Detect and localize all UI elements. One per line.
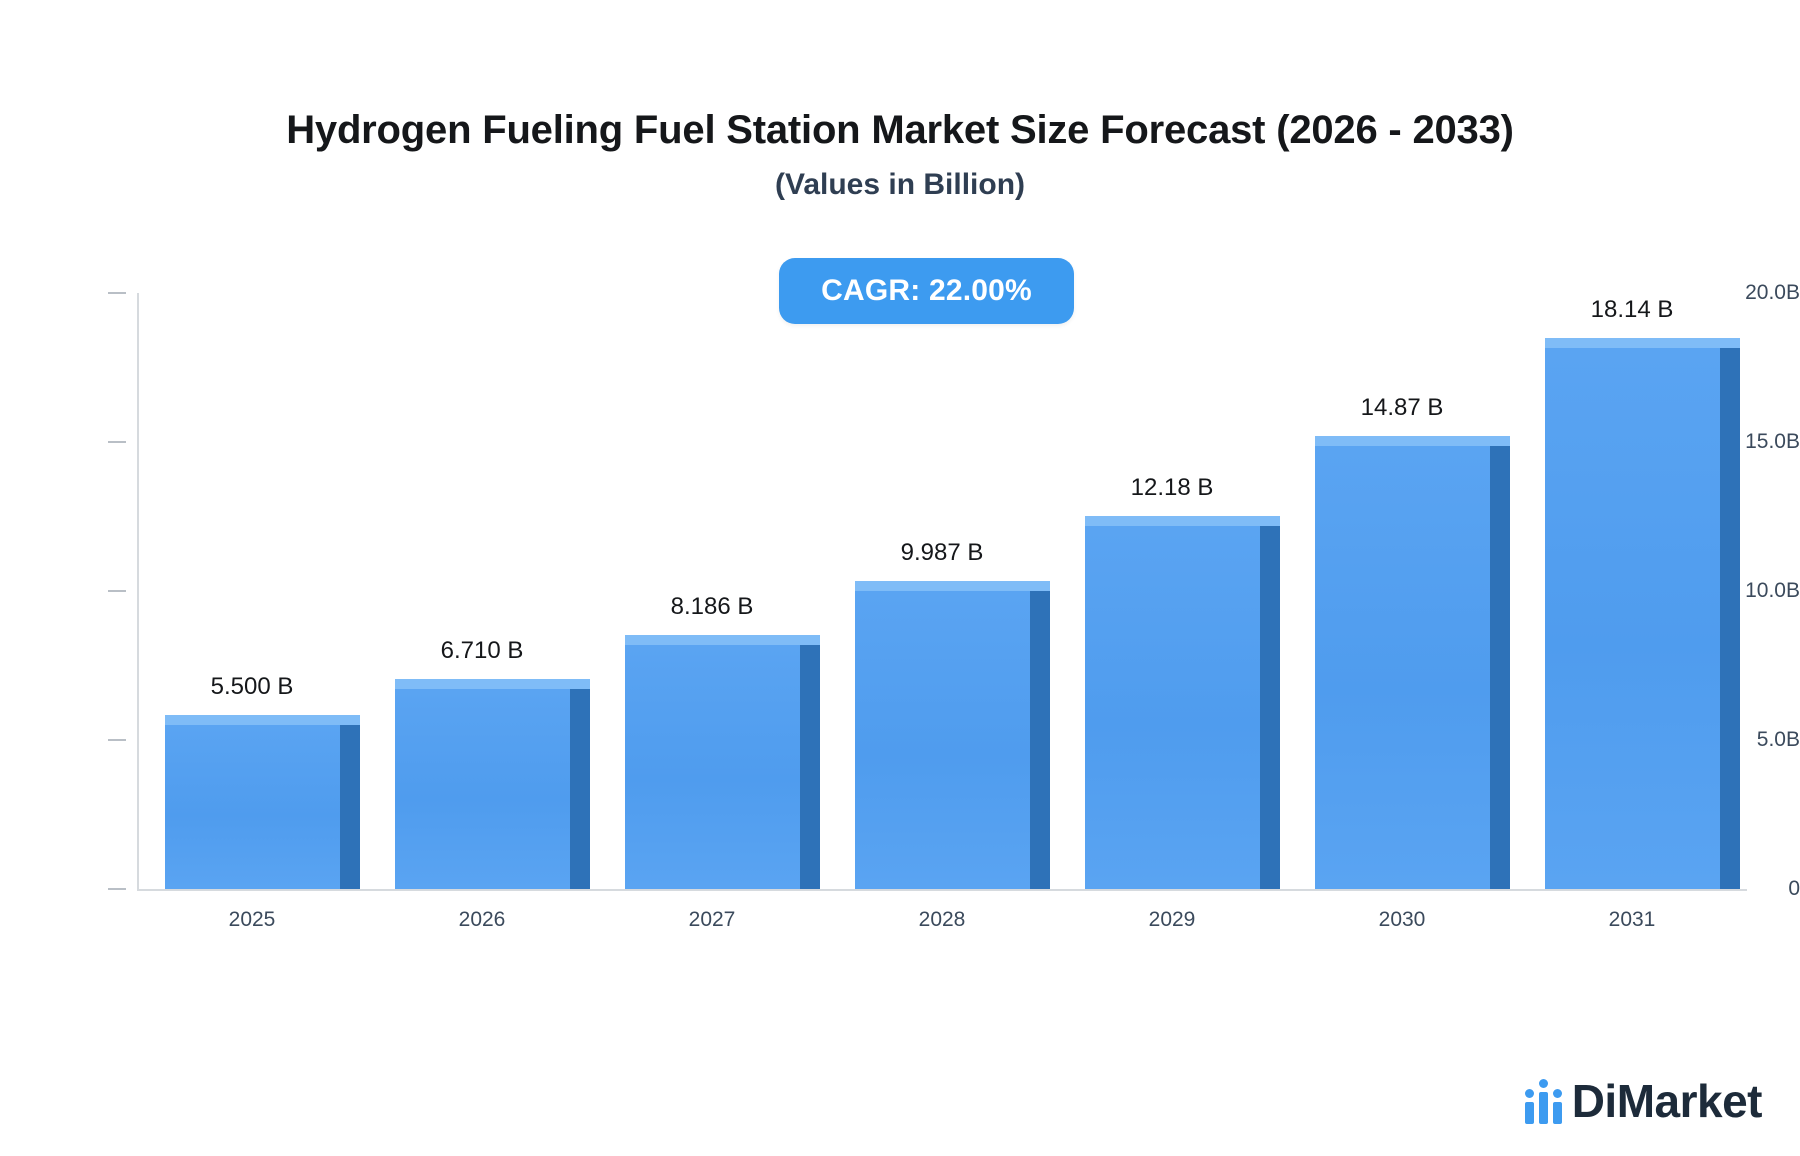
bar-top-face bbox=[1084, 516, 1280, 527]
y-axis-tick-label: 15.0B bbox=[1745, 430, 1800, 453]
bar-value-label: 5.500 B bbox=[210, 673, 294, 701]
bar-front-face bbox=[1314, 445, 1490, 889]
chart-subtitle: (Values in Billion) bbox=[774, 168, 1026, 201]
y-axis-tick-mark bbox=[108, 292, 126, 294]
y-axis-line bbox=[137, 293, 139, 890]
bar-top-face bbox=[1544, 338, 1740, 349]
bar-side-face bbox=[799, 645, 820, 889]
x-axis-tick-label: 2031 bbox=[1608, 908, 1656, 931]
bar-side-face bbox=[1489, 445, 1510, 889]
page-title: Hydrogen Fueling Fuel Station Market Siz… bbox=[286, 108, 1514, 152]
y-axis-tick-label: 5.0B bbox=[1756, 728, 1800, 751]
bar bbox=[854, 581, 1050, 889]
bar-chart-icon bbox=[1524, 1079, 1562, 1124]
logo-text: DiMarket bbox=[1571, 1075, 1763, 1128]
x-axis-tick-label: 2025 bbox=[228, 908, 276, 931]
bar bbox=[624, 635, 820, 889]
bar-value-label: 18.14 B bbox=[1590, 296, 1674, 324]
bar-top-face bbox=[1314, 435, 1510, 446]
y-axis-tick-mark bbox=[108, 739, 126, 741]
dimarket-logo: DiMarket bbox=[1524, 1075, 1763, 1128]
x-axis-tick-label: 2030 bbox=[1378, 908, 1426, 931]
bar-value-label: 8.186 B bbox=[670, 593, 754, 621]
y-axis-tick-mark bbox=[108, 590, 126, 592]
bar-side-face bbox=[1719, 348, 1740, 889]
bar bbox=[1314, 435, 1510, 889]
bar bbox=[1544, 338, 1740, 889]
bar-value-label: 9.987 B bbox=[900, 539, 984, 567]
x-axis-tick-label: 2029 bbox=[1148, 908, 1196, 931]
bar-front-face bbox=[394, 689, 570, 889]
bar-value-label: 14.87 B bbox=[1360, 393, 1444, 421]
bar-top-face bbox=[164, 715, 360, 726]
y-axis-tick-label: 20.0B bbox=[1745, 281, 1800, 304]
bar-front-face bbox=[1544, 348, 1720, 889]
bar bbox=[1084, 516, 1280, 889]
bar-side-face bbox=[569, 689, 590, 889]
y-axis-tick-label: 0 bbox=[1788, 877, 1800, 900]
bar-value-label: 12.18 B bbox=[1130, 474, 1214, 502]
bar-value-label: 6.710 B bbox=[440, 637, 524, 665]
y-axis-tick-label: 10.0B bbox=[1745, 579, 1800, 602]
bar-front-face bbox=[164, 725, 340, 889]
bar-front-face bbox=[854, 591, 1030, 889]
x-axis-tick-label: 2027 bbox=[688, 908, 736, 931]
y-axis-tick-mark bbox=[108, 888, 126, 890]
bar-top-face bbox=[624, 635, 820, 646]
cagr-badge-label: CAGR: 22.00% bbox=[821, 274, 1032, 307]
cagr-badge: CAGR: 22.00% bbox=[779, 258, 1074, 324]
x-axis-line bbox=[137, 889, 1747, 891]
bar bbox=[164, 715, 360, 889]
bar-side-face bbox=[1029, 591, 1050, 889]
x-axis-tick-label: 2026 bbox=[458, 908, 506, 931]
bar-side-face bbox=[339, 725, 360, 889]
bar-front-face bbox=[1084, 526, 1260, 889]
bar-top-face bbox=[854, 581, 1050, 592]
y-axis-tick-mark bbox=[108, 441, 126, 443]
bar-front-face bbox=[624, 645, 800, 889]
x-axis-tick-label: 2028 bbox=[918, 908, 966, 931]
bar-top-face bbox=[394, 679, 590, 690]
bar-side-face bbox=[1259, 526, 1280, 889]
bar bbox=[394, 679, 590, 889]
